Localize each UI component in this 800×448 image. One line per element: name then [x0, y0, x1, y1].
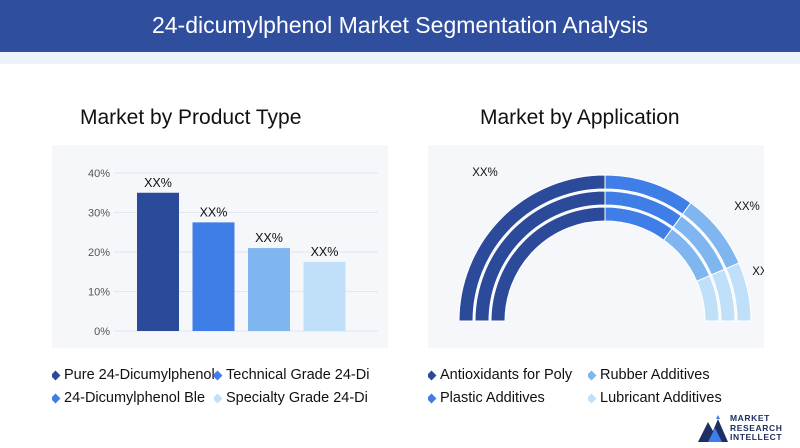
legend-label: 24-Dicumylphenol Ble: [64, 390, 206, 406]
legend-item-plastic: Plastic Additives: [428, 390, 588, 406]
bar-chart: 0% 10% 20% 30% 40% XX% XX% XX% XX%: [88, 168, 378, 338]
legend-label: Lubricant Additives: [600, 390, 722, 406]
y-tick-label: 40%: [88, 168, 110, 180]
legend-marker-icon: [52, 393, 61, 403]
bar-data-label: XX%: [144, 176, 172, 190]
legend-marker-icon: [428, 393, 437, 403]
y-tick-label: 30%: [88, 208, 110, 220]
legend-marker-icon: [52, 370, 61, 380]
header-band: [0, 52, 800, 64]
legend-marker-icon: [588, 393, 597, 403]
bar: [137, 192, 179, 331]
page-title: 24-dicumylphenol Market Segmentation Ana…: [151, 12, 649, 38]
legend-item-technical: Technical Grade 24-Di: [214, 367, 392, 383]
legend-label: Plastic Additives: [440, 390, 545, 406]
slice-data-label: XX%: [670, 145, 696, 148]
legend-label: Technical Grade 24-Di: [226, 367, 370, 383]
donut-slice: [696, 275, 720, 322]
bar-chart-title: Market by Product Type: [80, 106, 302, 129]
header-bar: 24-dicumylphenol Market Segmentation Ana…: [0, 0, 800, 52]
legend-marker-icon: [214, 370, 223, 380]
legend-marker-icon: [214, 393, 223, 403]
legend-item-antioxidants: Antioxidants for Poly: [428, 367, 588, 383]
mountain-logo-icon: [698, 415, 728, 442]
bar-data-label: XX%: [200, 205, 228, 219]
legend-label: Rubber Additives: [600, 367, 710, 383]
logo-text: MARKET RESEARCH INTELLECT: [730, 413, 783, 443]
slice-data-label: XX%: [472, 167, 498, 179]
donut-slice: [710, 268, 736, 322]
donut-chart-panel: XX% XX% XX% XX%: [428, 136, 778, 348]
y-tick-label: 20%: [88, 247, 110, 259]
bar-data-label: XX%: [255, 231, 283, 245]
legend-label: Antioxidants for Poly: [440, 367, 573, 383]
legend-item-blend: 24-Dicumylphenol Ble: [52, 390, 216, 406]
logo-line-3: INTELLECT: [730, 432, 783, 442]
donut-chart: XX% XX% XX% XX%: [458, 136, 778, 322]
legend-item-lubricant: Lubricant Additives: [588, 390, 738, 406]
donut-chart-title: Market by Application: [480, 106, 680, 129]
slice-data-label: XX%: [752, 266, 764, 278]
legend-item-specialty: Specialty Grade 24-Di: [214, 390, 392, 406]
bar: [192, 222, 235, 331]
bar: [303, 261, 346, 331]
slice-data-label: XX%: [734, 201, 760, 213]
legend-marker-icon: [428, 370, 437, 380]
legend-label: Pure 24-Dicumylphenol: [64, 367, 215, 383]
legend-item-pure: Pure 24-Dicumylphenol: [52, 367, 218, 383]
donut-slice: [725, 262, 752, 322]
legend-marker-icon: [588, 370, 597, 380]
bar-data-label: XX%: [311, 245, 339, 259]
bar: [248, 248, 290, 331]
y-tick-label: 0%: [94, 326, 110, 338]
legend-label: Specialty Grade 24-Di: [226, 390, 368, 406]
company-logo: MARKET RESEARCH INTELLECT: [697, 413, 797, 445]
legend-item-rubber: Rubber Additives: [588, 367, 738, 383]
logo-line-1: MARKET: [730, 413, 770, 423]
y-tick-label: 10%: [88, 287, 110, 299]
bar-chart-panel: 0% 10% 20% 30% 40% XX% XX% XX% XX%: [52, 145, 388, 348]
logo-line-2: RESEARCH: [730, 422, 783, 433]
